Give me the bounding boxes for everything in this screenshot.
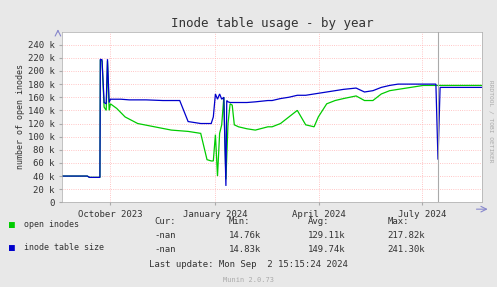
Text: 217.82k: 217.82k [388,231,425,240]
Text: -nan: -nan [154,231,175,240]
Text: Munin 2.0.73: Munin 2.0.73 [223,277,274,283]
Text: -nan: -nan [154,245,175,254]
Text: Min:: Min: [229,217,250,226]
Text: open inodes: open inodes [24,220,79,228]
Text: 14.83k: 14.83k [229,245,261,254]
Text: ■: ■ [9,243,15,253]
Title: Inode table usage - by year: Inode table usage - by year [171,18,373,30]
Text: 149.74k: 149.74k [308,245,346,254]
Text: Avg:: Avg: [308,217,330,226]
Text: Last update: Mon Sep  2 15:15:24 2024: Last update: Mon Sep 2 15:15:24 2024 [149,260,348,269]
Text: 241.30k: 241.30k [388,245,425,254]
Text: RRDTOOL / TOBI OETIKER: RRDTOOL / TOBI OETIKER [489,80,494,163]
Text: ■: ■ [9,220,15,230]
Text: 14.76k: 14.76k [229,231,261,240]
Text: inode table size: inode table size [24,243,104,251]
Text: Cur:: Cur: [154,217,175,226]
Text: Max:: Max: [388,217,409,226]
Text: 129.11k: 129.11k [308,231,346,240]
Y-axis label: number of open inodes: number of open inodes [16,65,25,169]
